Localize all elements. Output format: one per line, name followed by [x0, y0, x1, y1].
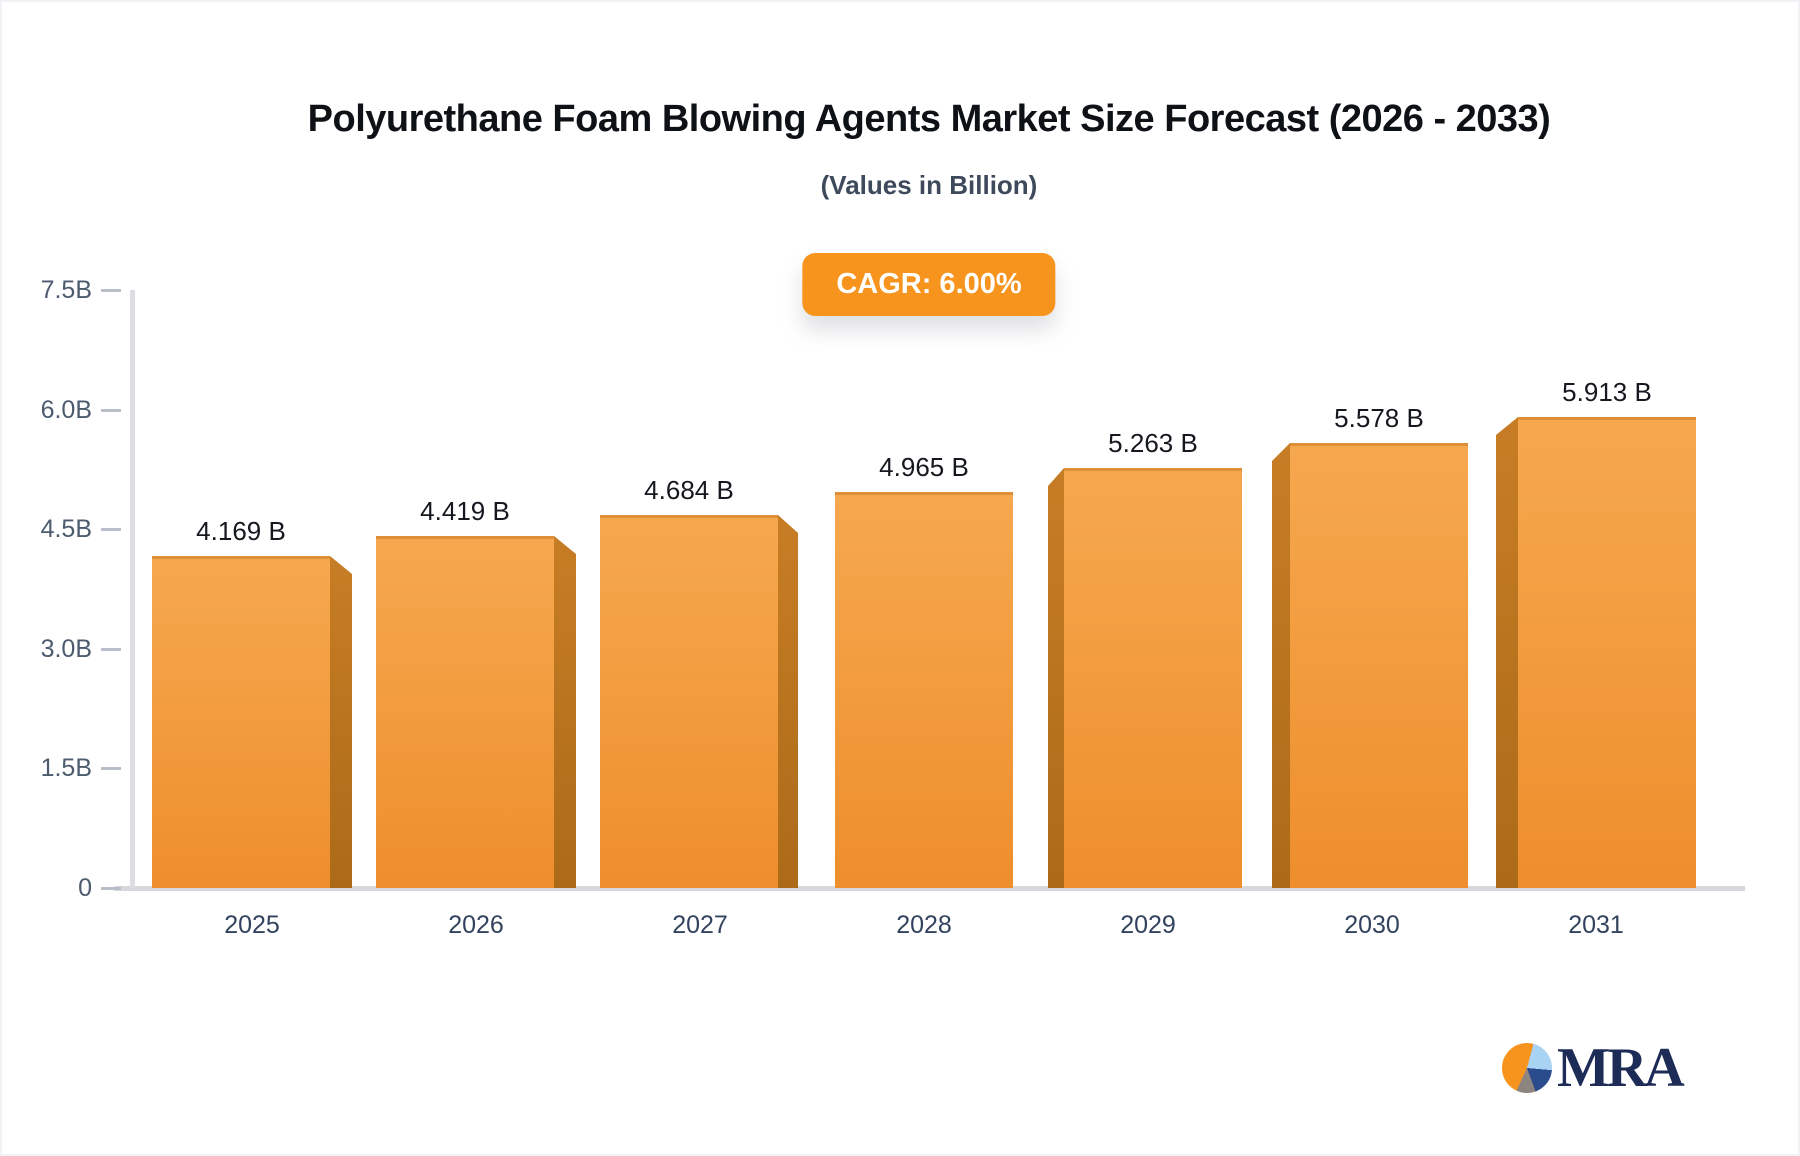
bar-value-label: 5.263 B: [1108, 428, 1198, 458]
y-tick-mark: [101, 647, 121, 651]
bar-2026: [376, 536, 554, 888]
bar-3d-side-2025: [330, 556, 352, 888]
bar-3d-side-2026: [554, 536, 576, 888]
y-tick-label: 0: [78, 874, 92, 902]
brand-pie-chart-icon: [1502, 1043, 1552, 1093]
chart-title: Polyurethane Foam Blowing Agents Market …: [307, 98, 1551, 140]
bar-2031: [1518, 417, 1696, 888]
y-tick-mark: [101, 408, 121, 412]
bar-value-label: 4.169 B: [196, 516, 286, 546]
bar-value-label: 5.578 B: [1334, 403, 1424, 433]
x-axis-label: 2029: [1120, 911, 1176, 939]
bar-3d-side-2031: [1496, 417, 1518, 888]
bar-value-label: 4.965 B: [879, 452, 969, 482]
chart-subtitle: (Values in Billion): [820, 170, 1038, 200]
x-axis-label: 2027: [672, 911, 728, 939]
y-tick-mark: [101, 528, 121, 532]
brand-logo: MRA: [1502, 1037, 1685, 1099]
x-axis-label: 2025: [224, 911, 280, 939]
y-axis-line: [130, 290, 135, 888]
y-tick-label: 1.5B: [40, 754, 92, 783]
y-tick-label: 3.0B: [40, 634, 92, 663]
bar-2029: [1064, 468, 1242, 888]
bar-value-label: 4.684 B: [644, 475, 734, 505]
y-tick-mark: [101, 767, 121, 771]
y-tick-mark: [101, 887, 121, 890]
x-axis-label: 2031: [1568, 911, 1624, 939]
bar-3d-side-2027: [778, 515, 798, 888]
cagr-badge-label: CAGR: 6.00%: [836, 268, 1022, 300]
bar-value-label: 4.419 B: [420, 496, 510, 526]
y-tick-label: 6.0B: [40, 395, 92, 424]
y-tick-label: 7.5B: [40, 276, 92, 304]
bar-3d-side-2030: [1272, 443, 1290, 888]
x-axis-label: 2030: [1344, 911, 1400, 939]
brand-wordmark: MRA: [1557, 1037, 1685, 1099]
y-tick-mark: [101, 289, 121, 292]
x-axis-label: 2028: [896, 911, 952, 939]
x-axis-line: [114, 886, 1745, 891]
bar-2030: [1290, 443, 1468, 888]
bar-value-label: 5.913 B: [1562, 377, 1652, 407]
y-tick-label: 4.5B: [40, 515, 92, 544]
bar-2028: [835, 492, 1013, 888]
bar-2025: [152, 556, 330, 888]
bar-3d-side-2029: [1048, 468, 1064, 888]
bar-2027: [600, 515, 778, 888]
cagr-badge: CAGR: 6.00%: [802, 253, 1056, 316]
x-axis-label: 2026: [448, 911, 504, 939]
